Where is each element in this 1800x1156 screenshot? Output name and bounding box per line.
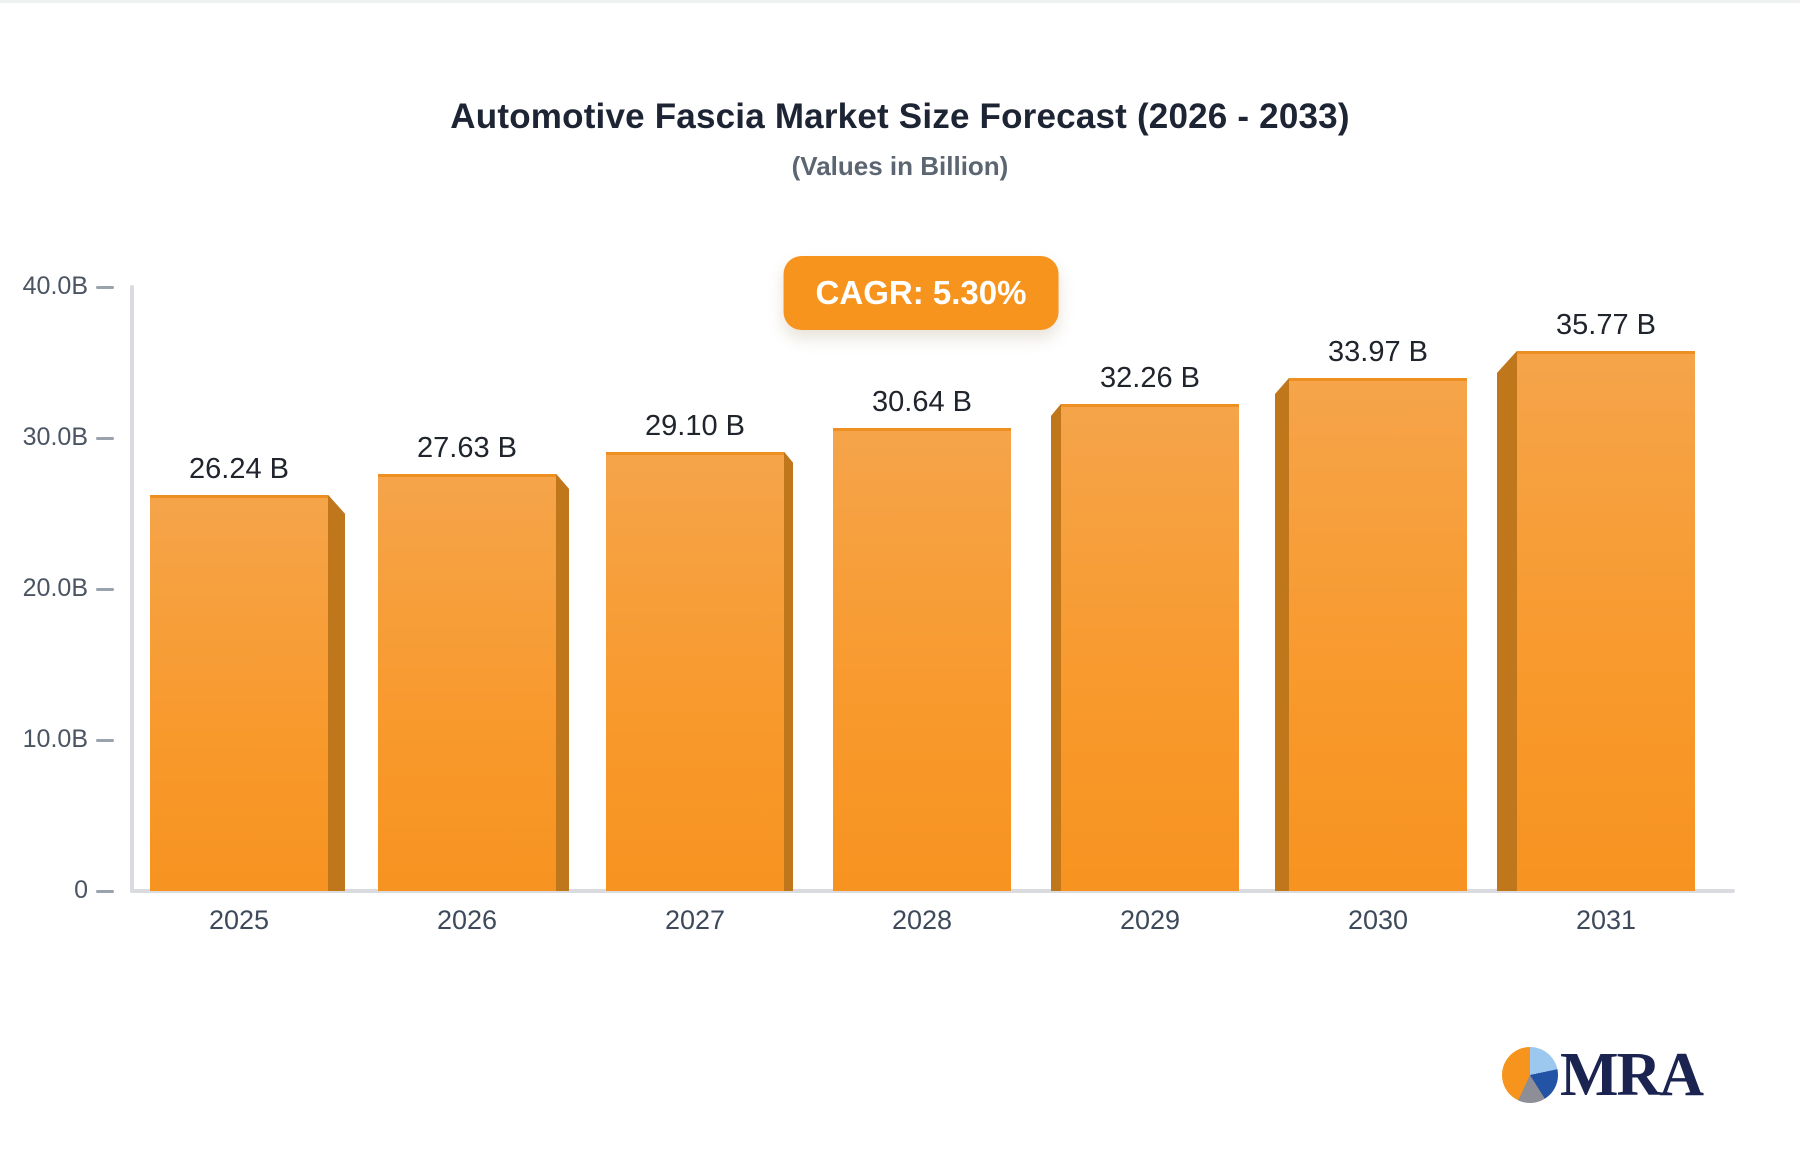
- bar-2031: [1517, 350, 1695, 891]
- x-axis-label-2026: 2026: [436, 905, 498, 935]
- y-axis-tick: [96, 738, 114, 742]
- y-axis-tick-label: 40.0B: [22, 272, 88, 300]
- x-axis-label-2029: 2029: [1119, 905, 1181, 935]
- x-axis-label-2031: 2031: [1575, 905, 1637, 935]
- bar-2027: [606, 451, 784, 891]
- x-axis-label-2028: 2028: [891, 905, 953, 935]
- bar-value-label: 27.63 B: [417, 431, 517, 464]
- y-axis-tick-label: 10.0B: [22, 725, 88, 753]
- bar-2029: [1061, 403, 1239, 891]
- mra-logo: MRA: [1502, 1035, 1762, 1115]
- y-axis-line: [130, 285, 134, 893]
- bar-value-label: 29.10 B: [645, 409, 745, 442]
- bar-value-label: 33.97 B: [1328, 336, 1428, 369]
- mra-logo-text: MRA: [1560, 1041, 1704, 1109]
- y-axis-tick-label: 0: [74, 876, 88, 904]
- chart-title: Automotive Fascia Market Size Forecast (…: [450, 97, 1350, 136]
- chart-subtitle: (Values in Billion): [791, 151, 1009, 181]
- bar-side-face: [556, 473, 569, 891]
- x-axis-label-2025: 2025: [208, 905, 270, 935]
- y-axis-tick: [96, 436, 114, 440]
- bar-value-label: 30.64 B: [872, 386, 972, 419]
- bar-2028: [833, 428, 1011, 891]
- bar-2026: [378, 473, 556, 891]
- y-axis-tick-label: 20.0B: [22, 574, 88, 602]
- bar-2025: [150, 494, 328, 891]
- bar-side-face: [328, 494, 345, 891]
- mra-logo-pie-icon: [1502, 1047, 1558, 1103]
- bar-value-label: 26.24 B: [189, 452, 289, 485]
- y-axis-tick: [96, 285, 114, 289]
- bar-value-label: 32.26 B: [1100, 361, 1200, 394]
- bar-side-face: [1051, 403, 1061, 891]
- x-axis-line: [130, 889, 1735, 893]
- bar-side-face: [784, 451, 793, 891]
- y-axis-tick: [96, 587, 114, 591]
- bar-2030: [1289, 378, 1467, 891]
- bar-side-face: [1275, 378, 1289, 891]
- bar-value-label: 35.77 B: [1556, 308, 1656, 341]
- bar-side-face: [1497, 350, 1517, 891]
- x-axis-label-2027: 2027: [664, 905, 726, 935]
- y-axis-tick: [96, 889, 114, 893]
- y-axis-tick-label: 30.0B: [22, 423, 88, 451]
- x-axis-label-2030: 2030: [1347, 905, 1409, 935]
- cagr-badge: CAGR: 5.30%: [783, 256, 1059, 330]
